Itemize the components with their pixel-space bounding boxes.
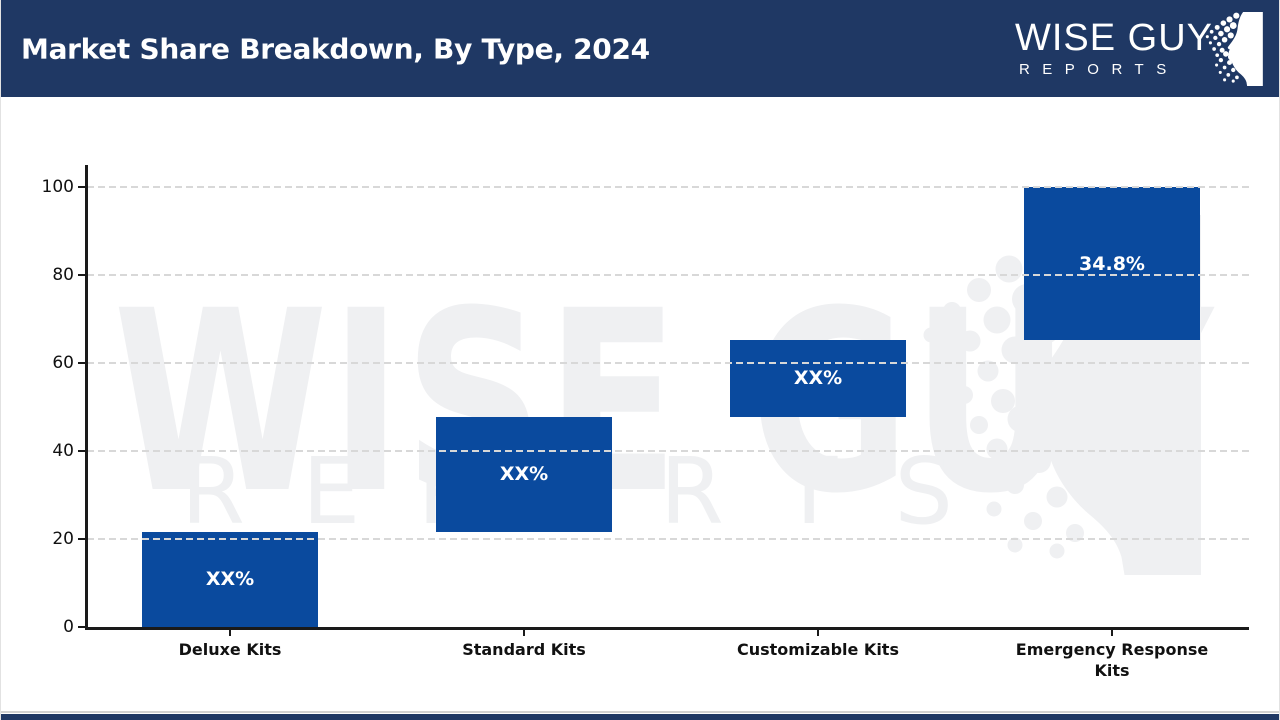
y-tick-80	[78, 274, 86, 276]
gridline-y-40	[87, 450, 1249, 452]
y-tick-label-0: 0	[63, 617, 74, 637]
x-category-label-2: Standard Kits	[462, 640, 586, 659]
y-tick-label-60: 60	[52, 353, 74, 373]
x-tick-1	[229, 629, 231, 636]
x-tick-3	[817, 629, 819, 636]
report-header: Market Share Breakdown, By Type, 2024 WI…	[1, 0, 1279, 97]
bar-1	[142, 531, 318, 627]
bar-value-label-2: XX%	[499, 463, 549, 486]
bar-value-label-3: XX%	[793, 367, 843, 390]
y-tick-0	[78, 626, 86, 628]
gridline-y-80	[87, 274, 1249, 276]
y-tick-label-80: 80	[52, 265, 74, 285]
x-axis-line	[85, 627, 1249, 630]
y-tick-20	[78, 538, 86, 540]
bar-value-label-4: 34.8%	[1079, 252, 1145, 275]
y-tick-40	[78, 450, 86, 452]
gridline-y-100	[87, 186, 1249, 188]
y-tick-label-40: 40	[52, 441, 74, 461]
waterfall-chart: WISE GUY R E P O R T S 020406080100XX%De…	[1, 97, 1279, 712]
wiseguy-logo: WISE GUY REPORTS	[1015, 11, 1263, 86]
logo-text: WISE GUY REPORTS	[1015, 19, 1213, 78]
bar-3	[730, 340, 906, 417]
x-category-label-1: Deluxe Kits	[178, 640, 282, 659]
bar-2	[436, 416, 612, 532]
y-tick-label-20: 20	[52, 529, 74, 549]
logo-tagline: REPORTS	[1018, 61, 1179, 78]
logo-name: WISE GUY	[1014, 17, 1213, 59]
logo-face-icon	[1205, 11, 1263, 86]
y-tick-label-100: 100	[41, 177, 74, 197]
footer-divider	[1, 711, 1279, 713]
footer-bar	[1, 714, 1279, 720]
gridline-y-60	[87, 362, 1249, 364]
gridline-y-20	[87, 538, 1249, 540]
x-tick-2	[523, 629, 525, 636]
y-axis-line	[85, 165, 88, 630]
y-tick-100	[78, 186, 86, 188]
x-category-label-4: Emergency Response Kits	[1015, 640, 1209, 680]
x-category-label-3: Customizable Kits	[737, 640, 899, 659]
page-title: Market Share Breakdown, By Type, 2024	[21, 32, 650, 65]
x-tick-4	[1111, 629, 1113, 636]
y-tick-60	[78, 362, 86, 364]
bar-value-label-1: XX%	[205, 568, 255, 591]
